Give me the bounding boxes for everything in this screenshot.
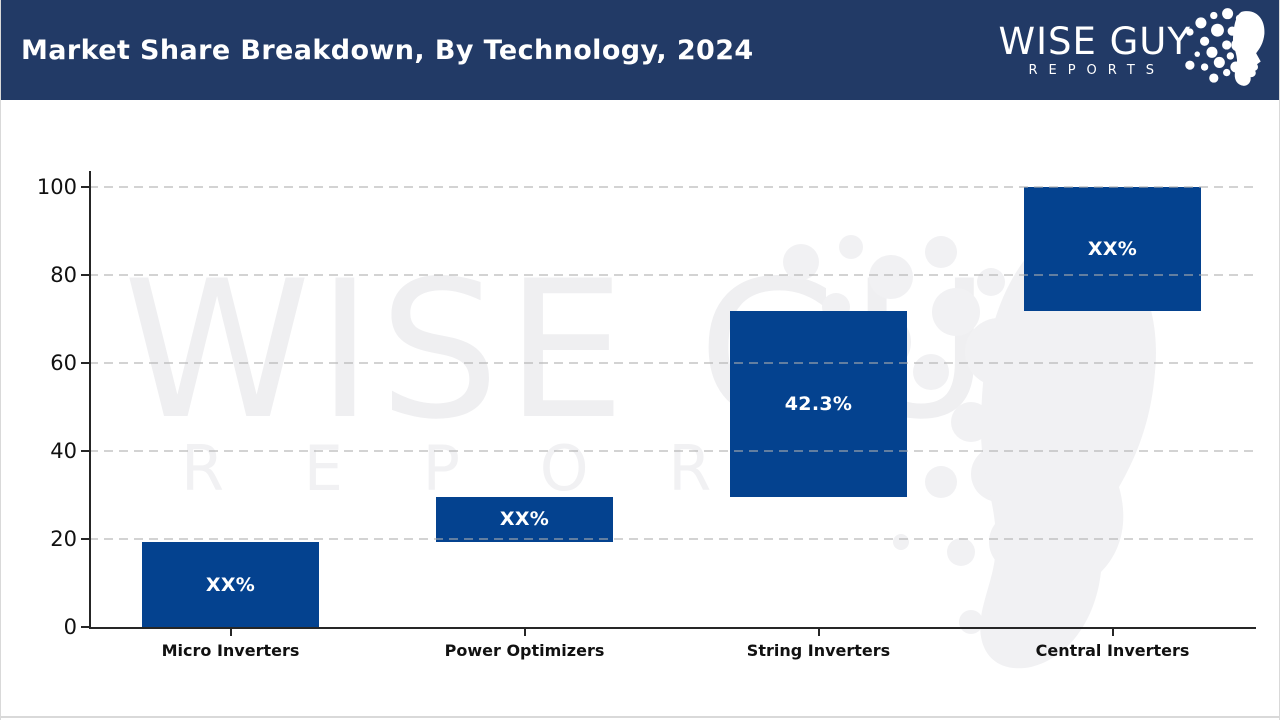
y-tick-label-60: 60 [50, 351, 77, 375]
y-tick-mark-0 [81, 626, 89, 628]
bar-value-label: XX% [499, 508, 550, 531]
header-bar: Market Share Breakdown, By Technology, 2… [1, 0, 1279, 100]
y-tick-mark-60 [81, 362, 89, 364]
brand-logo-text: WISE GUY REPORTS [999, 23, 1191, 78]
y-tick-label-40: 40 [50, 439, 77, 463]
logo-wordmark: WISE GUY [998, 19, 1191, 63]
bar-value-label: XX% [205, 573, 256, 596]
x-category-label-central-inverters: Central Inverters [1035, 641, 1190, 660]
y-tick-mark-20 [81, 538, 89, 540]
brand-logo: WISE GUY REPORTS [999, 6, 1279, 94]
x-tick-mark [229, 629, 232, 636]
y-tick-label-0: 0 [63, 615, 77, 639]
y-axis-spine [89, 171, 91, 629]
x-tick-mark [1111, 629, 1114, 636]
x-category-label-power-optimizers: Power Optimizers [444, 641, 605, 660]
bar-central-inverters: XX% [1024, 187, 1201, 311]
y-tick-mark-100 [81, 186, 89, 188]
y-tick-mark-80 [81, 274, 89, 276]
logo-subtitle: REPORTS [1028, 62, 1166, 78]
y-tick-label-80: 80 [50, 263, 77, 287]
x-tick-mark [523, 629, 526, 636]
bar-string-inverters: 42.3% [730, 310, 907, 497]
watermark-subtitle: R E P O R T [181, 432, 859, 505]
y-tick-label-100: 100 [36, 175, 77, 199]
x-category-label-string-inverters: String Inverters [746, 641, 891, 660]
bar-value-label: 42.3% [784, 392, 853, 415]
y-tick-mark-40 [81, 450, 89, 452]
x-axis-spine [89, 627, 1256, 629]
x-category-label-micro-inverters: Micro Inverters [161, 641, 300, 660]
chart-title: Market Share Breakdown, By Technology, 2… [21, 34, 754, 66]
bar-value-label: XX% [1087, 237, 1138, 260]
y-tick-label-20: 20 [50, 527, 77, 551]
bar-power-optimizers: XX% [436, 496, 613, 543]
bar-micro-inverters: XX% [142, 542, 319, 627]
bottom-border [1, 716, 1279, 718]
logo-face-icon [1185, 8, 1265, 86]
x-tick-mark [817, 629, 820, 636]
